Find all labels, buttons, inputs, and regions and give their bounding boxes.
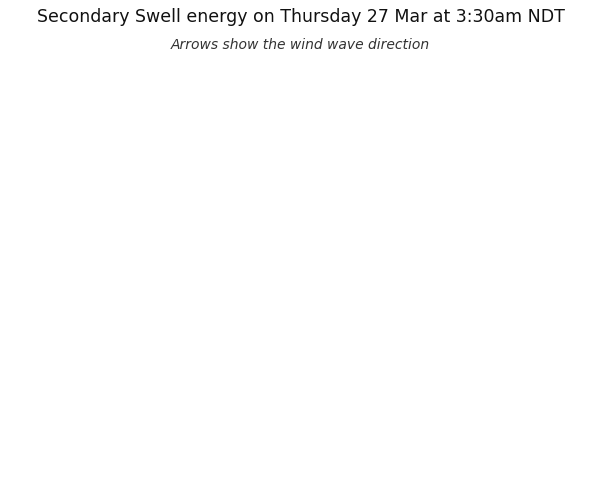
- Text: Secondary Swell energy on Thursday 27 Mar at 3:30am NDT: Secondary Swell energy on Thursday 27 Ma…: [37, 8, 564, 26]
- Text: Arrows show the wind wave direction: Arrows show the wind wave direction: [171, 38, 430, 52]
- Text: cartopy not available: cartopy not available: [227, 266, 374, 280]
